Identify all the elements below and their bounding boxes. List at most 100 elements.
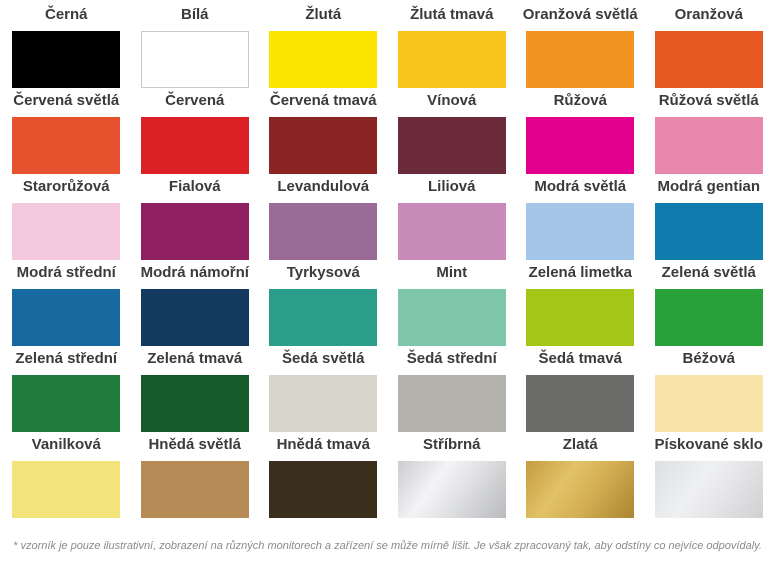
color-swatch [140,117,249,174]
color-cell: Šedá světlá [259,346,388,432]
color-cell: Starorůžová [2,174,131,260]
color-swatch [140,203,249,260]
color-label: Šedá světlá [281,350,365,367]
color-swatch [397,289,506,346]
color-swatch [12,461,121,518]
color-swatch [12,117,121,174]
color-label: Růžová světlá [658,92,759,109]
color-label: Béžová [682,350,736,367]
color-cell: Vanilková [2,432,131,518]
color-swatch [654,375,763,432]
color-swatch [526,289,635,346]
color-cell: Vínová [388,88,517,174]
color-cell: Šedá tmavá [516,346,645,432]
color-swatch [269,289,378,346]
color-swatch [12,203,121,260]
color-swatch [269,117,378,174]
color-swatch [140,461,249,518]
color-cell: Červená [131,88,260,174]
color-label: Pískované sklo [654,436,763,453]
color-cell: Modrá světlá [516,174,645,260]
color-swatch [397,461,506,518]
color-label: Stříbrná [422,436,481,453]
color-swatch [397,375,506,432]
color-cell: Levandulová [259,174,388,260]
color-label: Modrá světlá [534,178,627,195]
color-swatch [526,461,635,518]
color-cell: Stříbrná [388,432,517,518]
color-label: Mint [436,264,468,281]
color-label: Hnědá světlá [148,436,242,453]
color-cell: Žlutá [259,2,388,88]
color-swatch [12,289,121,346]
color-label: Červená [165,92,225,109]
color-label: Zelená střední [15,350,118,367]
color-label: Fialová [168,178,221,195]
disclaimer-footnote: * vzorník je pouze ilustrativní, zobraze… [13,540,762,552]
color-cell: Mint [388,260,517,346]
color-swatch [526,375,635,432]
color-cell: Liliová [388,174,517,260]
color-cell: Červená světlá [2,88,131,174]
color-swatch [12,375,121,432]
color-label: Hnědá tmavá [276,436,370,453]
color-label: Starorůžová [22,178,110,195]
color-swatch [269,203,378,260]
color-cell: Modrá střední [2,260,131,346]
color-label: Šedá střední [406,350,497,367]
color-swatch [269,31,378,88]
color-label: Šedá tmavá [538,350,622,367]
color-cell: Fialová [131,174,260,260]
color-label: Levandulová [277,178,370,195]
color-label: Žlutá [305,6,342,23]
color-label: Oranžová světlá [522,6,638,23]
color-swatch [654,117,763,174]
color-cell: Modrá gentian [645,174,774,260]
color-label: Zelená limetka [528,264,632,281]
color-swatch [397,117,506,174]
color-cell: Žlutá tmavá [388,2,517,88]
color-label: Vínová [427,92,477,109]
color-swatch [654,203,763,260]
color-cell: Šedá střední [388,346,517,432]
color-label: Zlatá [562,436,598,453]
color-cell: Béžová [645,346,774,432]
color-label: Zelená světlá [661,264,756,281]
color-label: Červená světlá [13,92,120,109]
color-label: Žlutá tmavá [410,6,494,23]
color-cell: Zelená střední [2,346,131,432]
color-cell: Zelená limetka [516,260,645,346]
color-label: Vanilková [31,436,101,453]
color-cell: Růžová světlá [645,88,774,174]
color-label: Tyrkysová [286,264,360,281]
color-cell: Zelená světlá [645,260,774,346]
color-swatch [12,31,121,88]
color-swatch [269,375,378,432]
color-label: Bílá [180,6,209,23]
color-label: Modrá námořní [140,264,249,281]
color-swatch [140,31,249,88]
color-swatch [397,31,506,88]
color-cell: Hnědá tmavá [259,432,388,518]
color-swatch [140,375,249,432]
color-label: Liliová [427,178,476,195]
color-swatch [654,289,763,346]
color-cell: Růžová [516,88,645,174]
color-swatch-grid: Černá Bílá Žlutá Žlutá tmavá Oranžová světlá… [2,2,774,518]
color-cell: Oranžová [645,2,774,88]
color-cell: Modrá námořní [131,260,260,346]
color-swatch [397,203,506,260]
color-label: Modrá gentian [657,178,760,195]
color-cell: Hnědá světlá [131,432,260,518]
color-cell: Zelená tmavá [131,346,260,432]
color-cell: Pískované sklo [645,432,774,518]
color-cell: Bílá [131,2,260,88]
color-swatch [269,461,378,518]
color-swatch [526,203,635,260]
color-swatch [654,461,763,518]
color-label: Červená tmavá [269,92,377,109]
color-cell: Zlatá [516,432,645,518]
color-swatch [654,31,763,88]
color-swatch [140,289,249,346]
color-cell: Oranžová světlá [516,2,645,88]
